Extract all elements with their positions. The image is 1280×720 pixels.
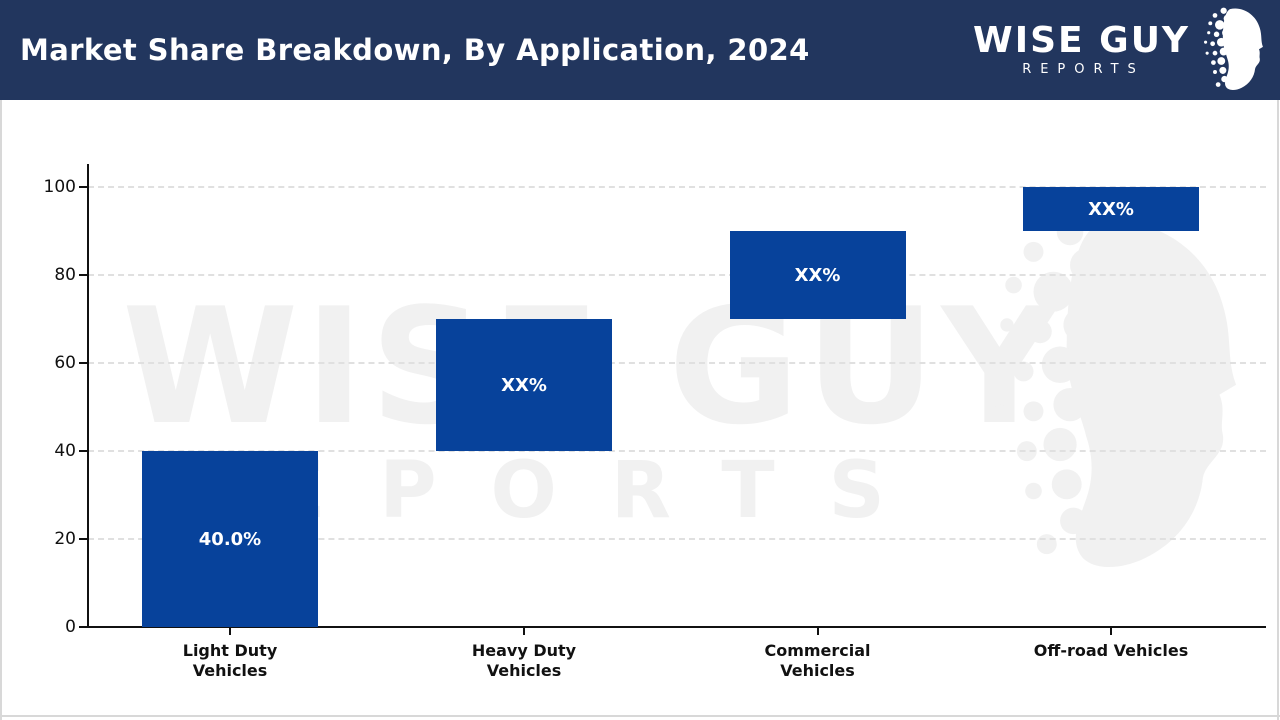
x-axis-tick-2 bbox=[523, 628, 525, 635]
gridline-y-20 bbox=[88, 538, 1266, 540]
x-axis-tick-3 bbox=[816, 628, 819, 635]
gridline-y-60 bbox=[88, 362, 1266, 364]
bar-segment-4: XX% bbox=[1023, 187, 1199, 231]
y-axis-tick-40 bbox=[79, 450, 88, 452]
app-header: Market Share Breakdown, By Application, … bbox=[0, 0, 1280, 100]
y-axis-tick-20 bbox=[79, 538, 88, 540]
x-axis-tick-1 bbox=[229, 628, 231, 635]
brand-logo-text: WISE GUY REPORTS bbox=[972, 20, 1190, 78]
bar-value-label: XX% bbox=[501, 374, 547, 396]
page-border-bottom bbox=[0, 715, 1280, 717]
y-axis-tick-100 bbox=[79, 186, 88, 188]
y-axis-tick-label-0: 0 bbox=[65, 617, 76, 637]
gridline-y-80 bbox=[88, 274, 1266, 276]
y-axis-line bbox=[87, 164, 89, 628]
page-border-left bbox=[0, 100, 2, 720]
bar-segment-2: XX% bbox=[436, 319, 612, 451]
category-label-2: Heavy Duty Vehicles bbox=[471, 641, 577, 680]
category-label-4: Off-road Vehicles bbox=[1033, 641, 1189, 660]
bar-value-label: XX% bbox=[1088, 198, 1134, 220]
bar-value-label: XX% bbox=[794, 264, 841, 286]
y-axis-tick-80 bbox=[79, 274, 88, 276]
y-axis-tick-label-100: 100 bbox=[43, 177, 76, 197]
y-axis-tick-60 bbox=[79, 362, 88, 364]
category-label-1: Light Duty Vehicles bbox=[182, 641, 278, 680]
x-axis-tick-4 bbox=[1110, 628, 1112, 635]
brand-name: WISE GUY bbox=[972, 20, 1190, 61]
x-axis-line bbox=[87, 626, 1266, 628]
brand-logo: WISE GUY REPORTS bbox=[973, 0, 1266, 100]
gridline-y-100 bbox=[88, 186, 1266, 188]
y-axis-tick-0 bbox=[79, 626, 88, 628]
brand-subtitle: REPORTS bbox=[1022, 62, 1145, 77]
bar-segment-1: 40.0% bbox=[142, 451, 318, 627]
page-title: Market Share Breakdown, By Application, … bbox=[20, 33, 810, 67]
y-axis-tick-label-80: 80 bbox=[54, 265, 76, 285]
gridline-y-40 bbox=[88, 450, 1266, 452]
y-axis-tick-label-20: 20 bbox=[54, 529, 76, 549]
y-axis-tick-label-40: 40 bbox=[54, 441, 76, 461]
page-border-right bbox=[1277, 100, 1279, 720]
bar-value-label: 40.0% bbox=[198, 528, 262, 550]
y-axis-tick-label-60: 60 bbox=[54, 353, 76, 373]
category-label-3: Commercial Vehicles bbox=[764, 641, 871, 680]
bar-segment-3: XX% bbox=[729, 231, 906, 319]
